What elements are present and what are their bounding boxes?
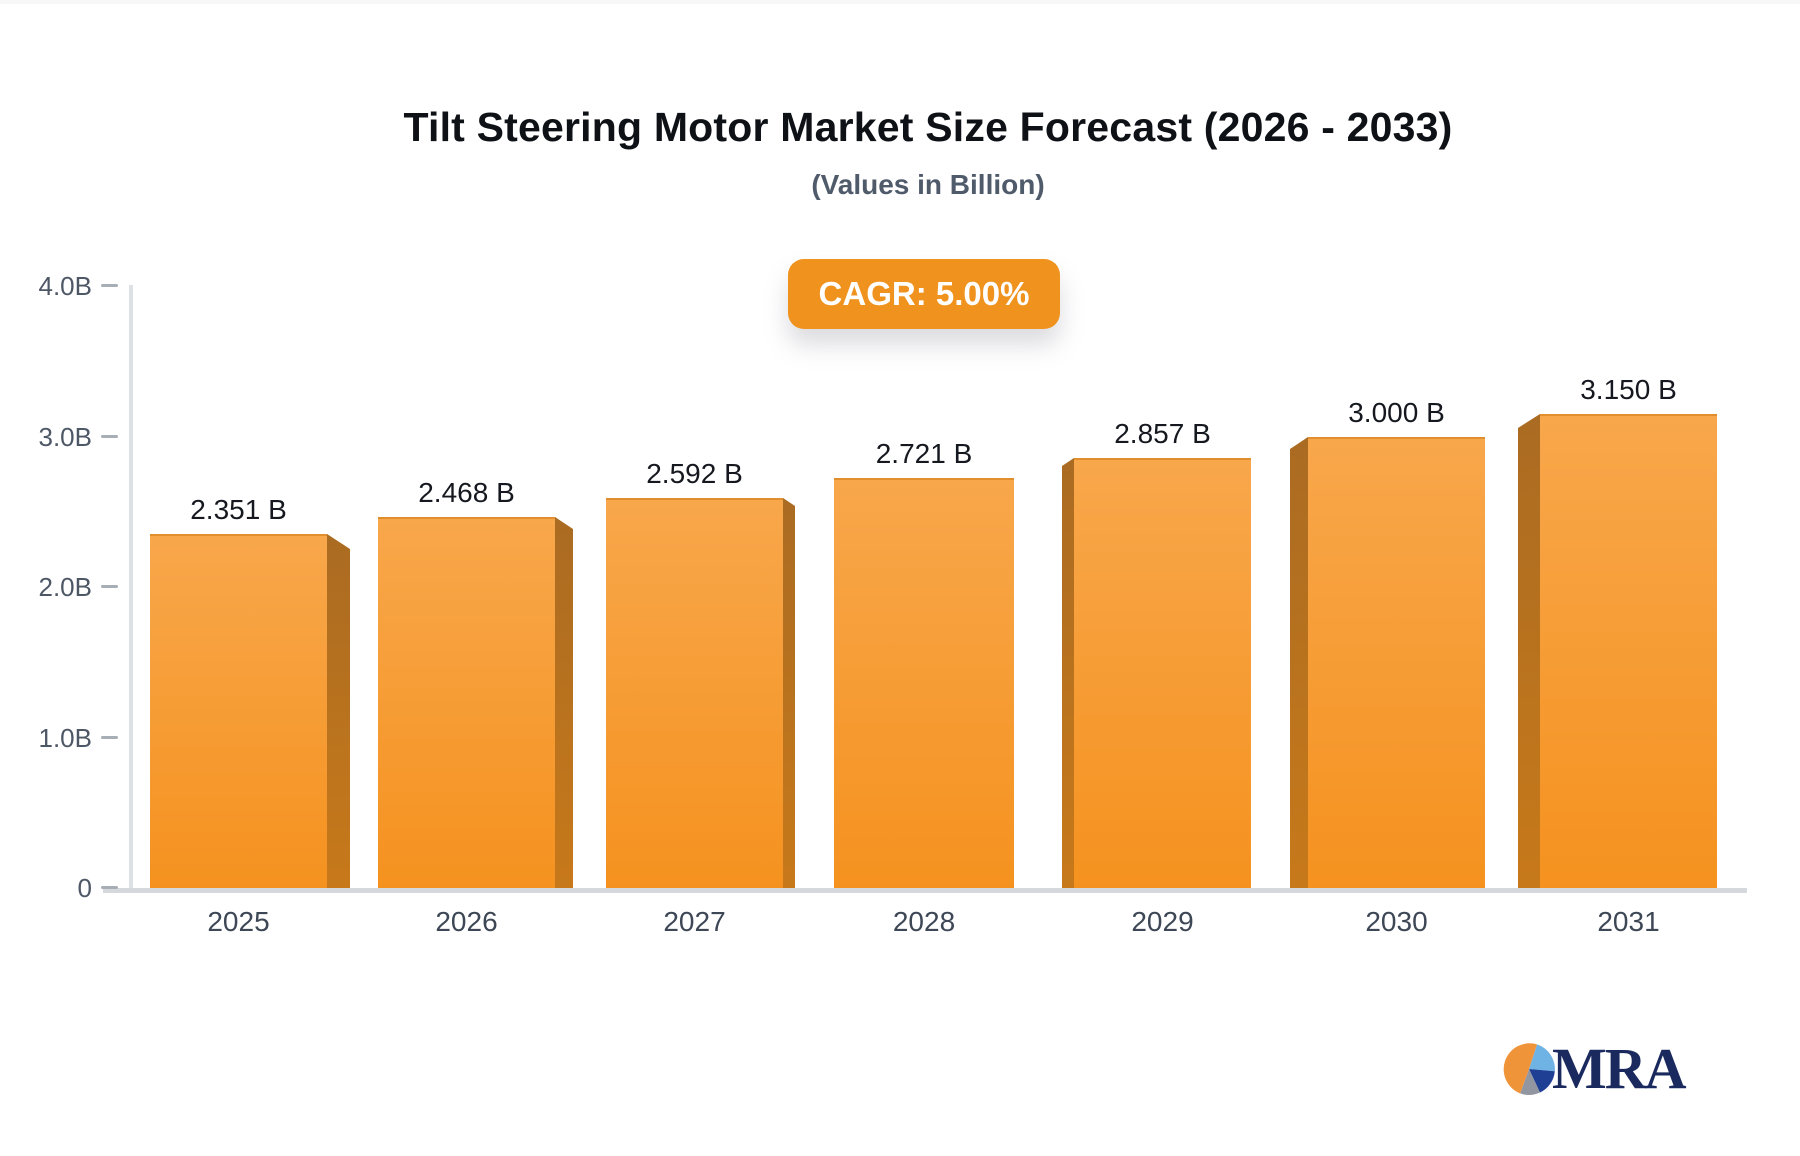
bar-value-label: 3.000 B: [1348, 397, 1445, 428]
bar-side-face: [1290, 437, 1308, 888]
x-axis-label-2027: 2027: [663, 906, 726, 937]
chart-subtitle: (Values in Billion): [811, 169, 1045, 200]
bar-value-label: 2.351 B: [190, 494, 287, 525]
y-axis-tick-mark: [101, 886, 118, 889]
bar-2029: [1074, 458, 1251, 888]
mra-logo: MRA: [1502, 1036, 1687, 1101]
bar-value-label: 2.721 B: [875, 438, 973, 469]
bar-2028: [834, 478, 1014, 888]
chart-title: Tilt Steering Motor Market Size Forecast…: [403, 104, 1453, 150]
x-axis-label-2026: 2026: [435, 906, 498, 937]
x-axis-label-2028: 2028: [892, 906, 956, 937]
bar-2026: [378, 517, 555, 888]
bar-value-label: 3.150 B: [1580, 374, 1677, 405]
bar-2027: [606, 498, 783, 888]
bar-2031: [1540, 414, 1717, 888]
y-axis-tick-label: 4.0B: [38, 271, 93, 301]
bar-value-label: 2.592 B: [646, 458, 743, 489]
y-axis-tick-label: 1.0B: [38, 722, 93, 753]
y-axis-tick-label: 3.0B: [38, 421, 93, 452]
y-axis-tick-label: 0: [77, 873, 92, 903]
y-axis-tick-mark: [101, 284, 118, 287]
y-axis-tick-mark: [101, 735, 118, 739]
bar-2030: [1308, 437, 1485, 888]
bar-side-face: [327, 534, 350, 888]
mra-logo-pie-icon: [1503, 1043, 1555, 1095]
y-axis-tick-mark: [101, 434, 118, 438]
bar-side-face: [555, 517, 573, 888]
bar-side-face: [1062, 458, 1074, 888]
cagr-badge: CAGR: 5.00%: [788, 259, 1060, 329]
y-axis-line: [129, 285, 133, 893]
y-axis-tick-mark: [101, 585, 118, 588]
bar-side-face: [1518, 414, 1540, 888]
x-axis-label-2030: 2030: [1365, 906, 1428, 937]
mra-logo-text: MRA: [1552, 1036, 1687, 1101]
x-axis-baseline: [103, 888, 1747, 893]
bar-side-face: [783, 498, 795, 888]
y-axis-tick-label: 2.0B: [38, 572, 93, 602]
x-axis-label-2025: 2025: [207, 906, 270, 937]
x-axis-label-2029: 2029: [1131, 906, 1194, 937]
bar-value-label: 2.468 B: [418, 477, 515, 508]
bar-value-label: 2.857 B: [1114, 418, 1211, 449]
bar-2025: [150, 534, 327, 888]
x-axis-label-2031: 2031: [1597, 906, 1660, 937]
bar-chart-plot-area: 0 1.0B 2.0B 3.0B 4.0B 2.351 B 2025 2.468 B 2026 2…: [0, 4, 1800, 1156]
